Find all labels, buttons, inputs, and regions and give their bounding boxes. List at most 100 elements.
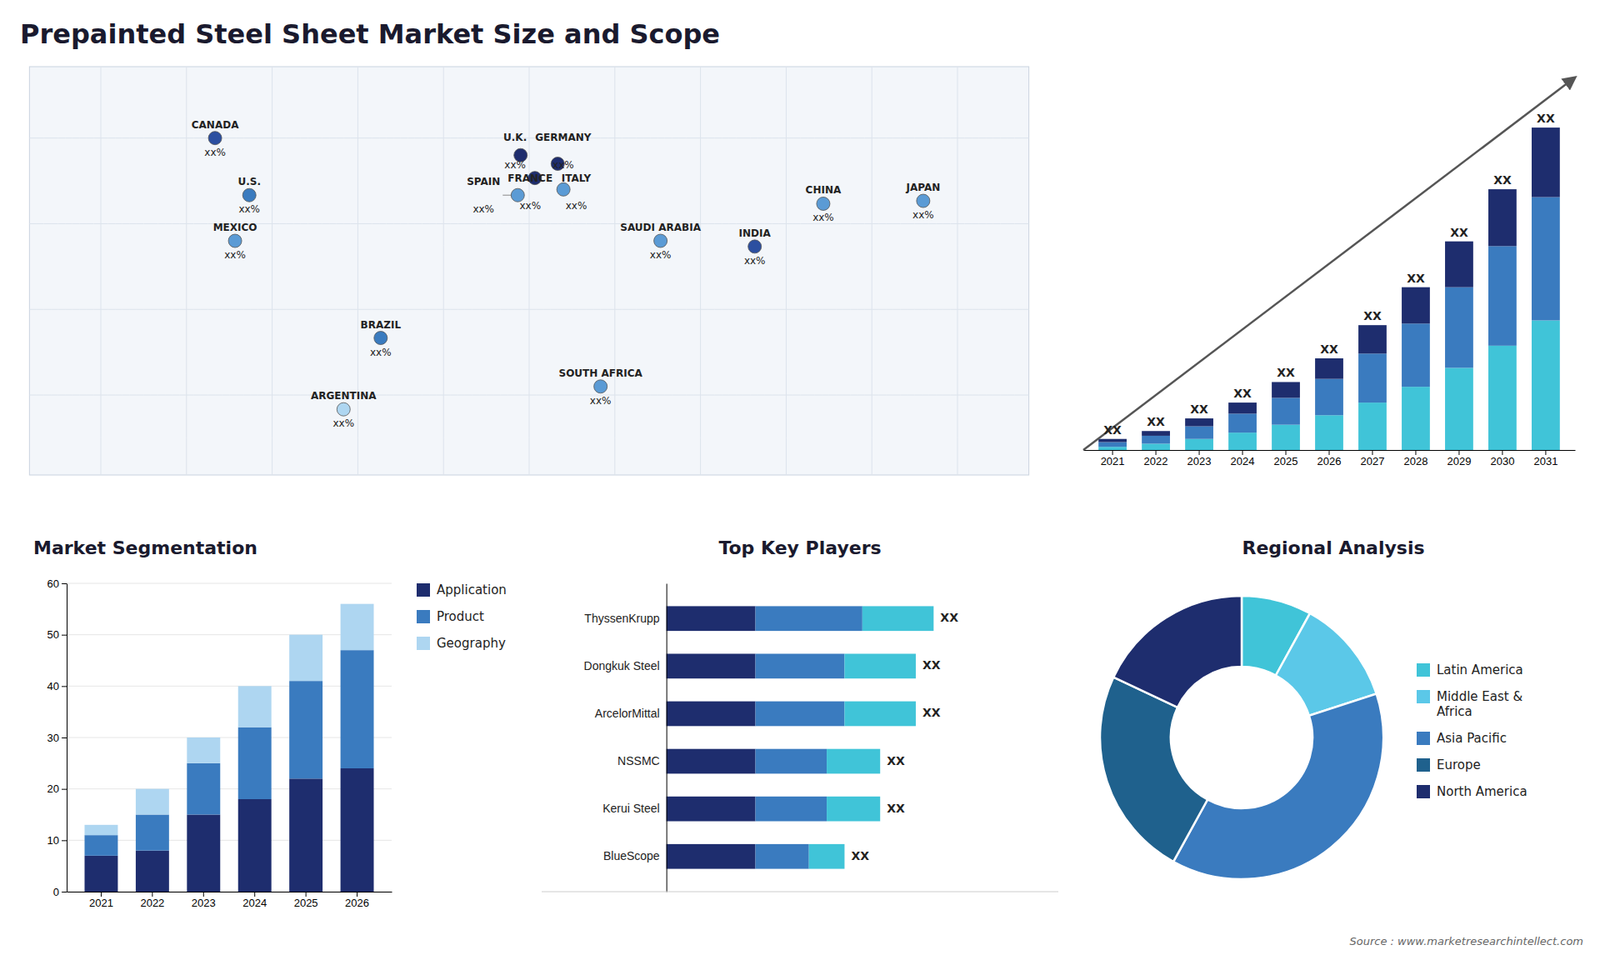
bar-segment xyxy=(1358,353,1387,403)
country-markers xyxy=(208,131,930,417)
bars xyxy=(666,605,935,869)
x-tick: 2026 xyxy=(1317,450,1342,468)
x-tick-mark xyxy=(1285,450,1287,455)
x-tick: 2026 xyxy=(345,891,370,910)
x-tick-label: 2026 xyxy=(345,896,370,910)
legend-label: Product xyxy=(436,609,485,625)
bar-label: XX xyxy=(886,754,905,768)
country-marker xyxy=(594,380,608,394)
x-tick: 2022 xyxy=(140,891,165,910)
country-value: xx% xyxy=(332,417,355,430)
legend-swatch xyxy=(1416,690,1430,704)
y-tick: ThyssenKrupp xyxy=(584,611,666,625)
bar-segment xyxy=(1228,402,1257,414)
source-note: Source : www.marketresearchintellect.com xyxy=(1350,935,1585,948)
legend-item: Asia Pacific xyxy=(1416,730,1507,746)
bar-segment xyxy=(826,749,880,775)
y-tick-label: 0 xyxy=(53,885,60,899)
x-tick: 2025 xyxy=(294,891,319,910)
x-tick: 2024 xyxy=(1230,450,1255,468)
bar-segment xyxy=(135,815,170,851)
bar-segment xyxy=(1488,245,1517,345)
bar-label: XX xyxy=(1493,173,1512,187)
y-tick-label: Dongkuk Steel xyxy=(584,659,660,673)
bar-segment xyxy=(666,844,756,870)
legend-item: Application xyxy=(416,582,507,598)
legend-label: Asia Pacific xyxy=(1436,730,1507,746)
country-label: CANADAxx% xyxy=(191,119,240,159)
bar-segment xyxy=(1445,367,1474,450)
legend-swatch xyxy=(416,583,430,597)
legend-label: Middle East &Africa xyxy=(1436,689,1523,720)
country-label: SAUDI ARABIAxx% xyxy=(620,221,701,261)
country-label: U.K.xx% xyxy=(503,131,527,171)
legend-item: Europe xyxy=(1416,757,1481,773)
country-name: FRANCE xyxy=(507,172,553,185)
x-tick: 2030 xyxy=(1490,450,1515,468)
y-tick: ArcelorMittal xyxy=(595,706,667,720)
x-tick-label: 2027 xyxy=(1360,455,1385,468)
bar-segment xyxy=(666,749,756,775)
bar-segment xyxy=(238,727,272,800)
y-tick: 0 xyxy=(53,885,67,899)
country-marker xyxy=(816,196,830,210)
country-marker xyxy=(208,131,222,145)
bar-label: XX xyxy=(1190,402,1209,416)
legend-item: Product xyxy=(416,609,485,625)
y-tick: 10 xyxy=(47,834,67,847)
bar-segment xyxy=(755,701,845,727)
y-tick-mark xyxy=(61,737,67,739)
x-tick-label: 2024 xyxy=(1230,455,1255,468)
y-tick-label: ArcelorMittal xyxy=(595,706,660,720)
y-tick-label: 20 xyxy=(47,782,60,795)
bar-label: XX xyxy=(940,610,959,625)
y-tick: 40 xyxy=(47,680,67,693)
bar-segment xyxy=(826,796,880,822)
bar-segment xyxy=(666,605,756,631)
x-tick: 2023 xyxy=(191,891,216,910)
bar-segment xyxy=(844,654,916,680)
y-tick: 20 xyxy=(47,782,67,795)
bar-segment xyxy=(1531,320,1560,450)
country-label: INDIAxx% xyxy=(739,227,772,267)
bar-segment xyxy=(186,737,220,764)
legend-swatch xyxy=(416,636,430,650)
bar-segment xyxy=(1185,439,1214,450)
bar-segment xyxy=(340,768,375,892)
bar-segment xyxy=(135,850,170,892)
x-tick-mark xyxy=(100,891,102,897)
x-axis-line xyxy=(541,891,1059,893)
country-name: CANADA xyxy=(191,119,240,131)
x-tick-label: 2029 xyxy=(1446,455,1471,468)
x-tick-mark xyxy=(1501,450,1503,455)
bar-segment xyxy=(1141,435,1170,444)
legend-label: Europe xyxy=(1436,757,1481,773)
x-tick-mark xyxy=(151,891,153,897)
y-tick: 30 xyxy=(47,731,67,745)
bar-label: XX xyxy=(1450,225,1469,240)
country-name: ARGENTINA xyxy=(310,390,377,402)
bar-segment xyxy=(186,763,220,815)
y-tick-mark xyxy=(61,840,67,841)
y-tick-mark xyxy=(61,789,67,790)
x-tick-label: 2022 xyxy=(140,896,165,910)
x-tick: 2021 xyxy=(1100,450,1125,468)
y-tick-mark xyxy=(61,891,67,893)
bar-label: XX xyxy=(1363,309,1382,323)
slices xyxy=(1100,595,1384,880)
country-label: JAPANxx% xyxy=(905,181,940,221)
x-tick: 2023 xyxy=(1187,450,1212,468)
country-value: xx% xyxy=(590,395,612,407)
country-value: xx% xyxy=(370,346,392,359)
hbar-chart: Top Key PlayersThyssenKruppDongkuk Steel… xyxy=(541,537,1059,893)
legend-item: North America xyxy=(1416,784,1528,800)
country-name: SOUTH AFRICA xyxy=(559,367,644,380)
country-name: U.S. xyxy=(237,175,261,188)
bar-segment xyxy=(289,680,323,779)
x-tick-label: 2023 xyxy=(191,896,216,910)
country-value: xx% xyxy=(812,211,835,224)
country-label: ITALYxx% xyxy=(561,172,592,212)
country-name: GERMANY xyxy=(535,131,592,144)
country-marker xyxy=(916,194,930,208)
x-tick-label: 2026 xyxy=(1317,455,1342,468)
